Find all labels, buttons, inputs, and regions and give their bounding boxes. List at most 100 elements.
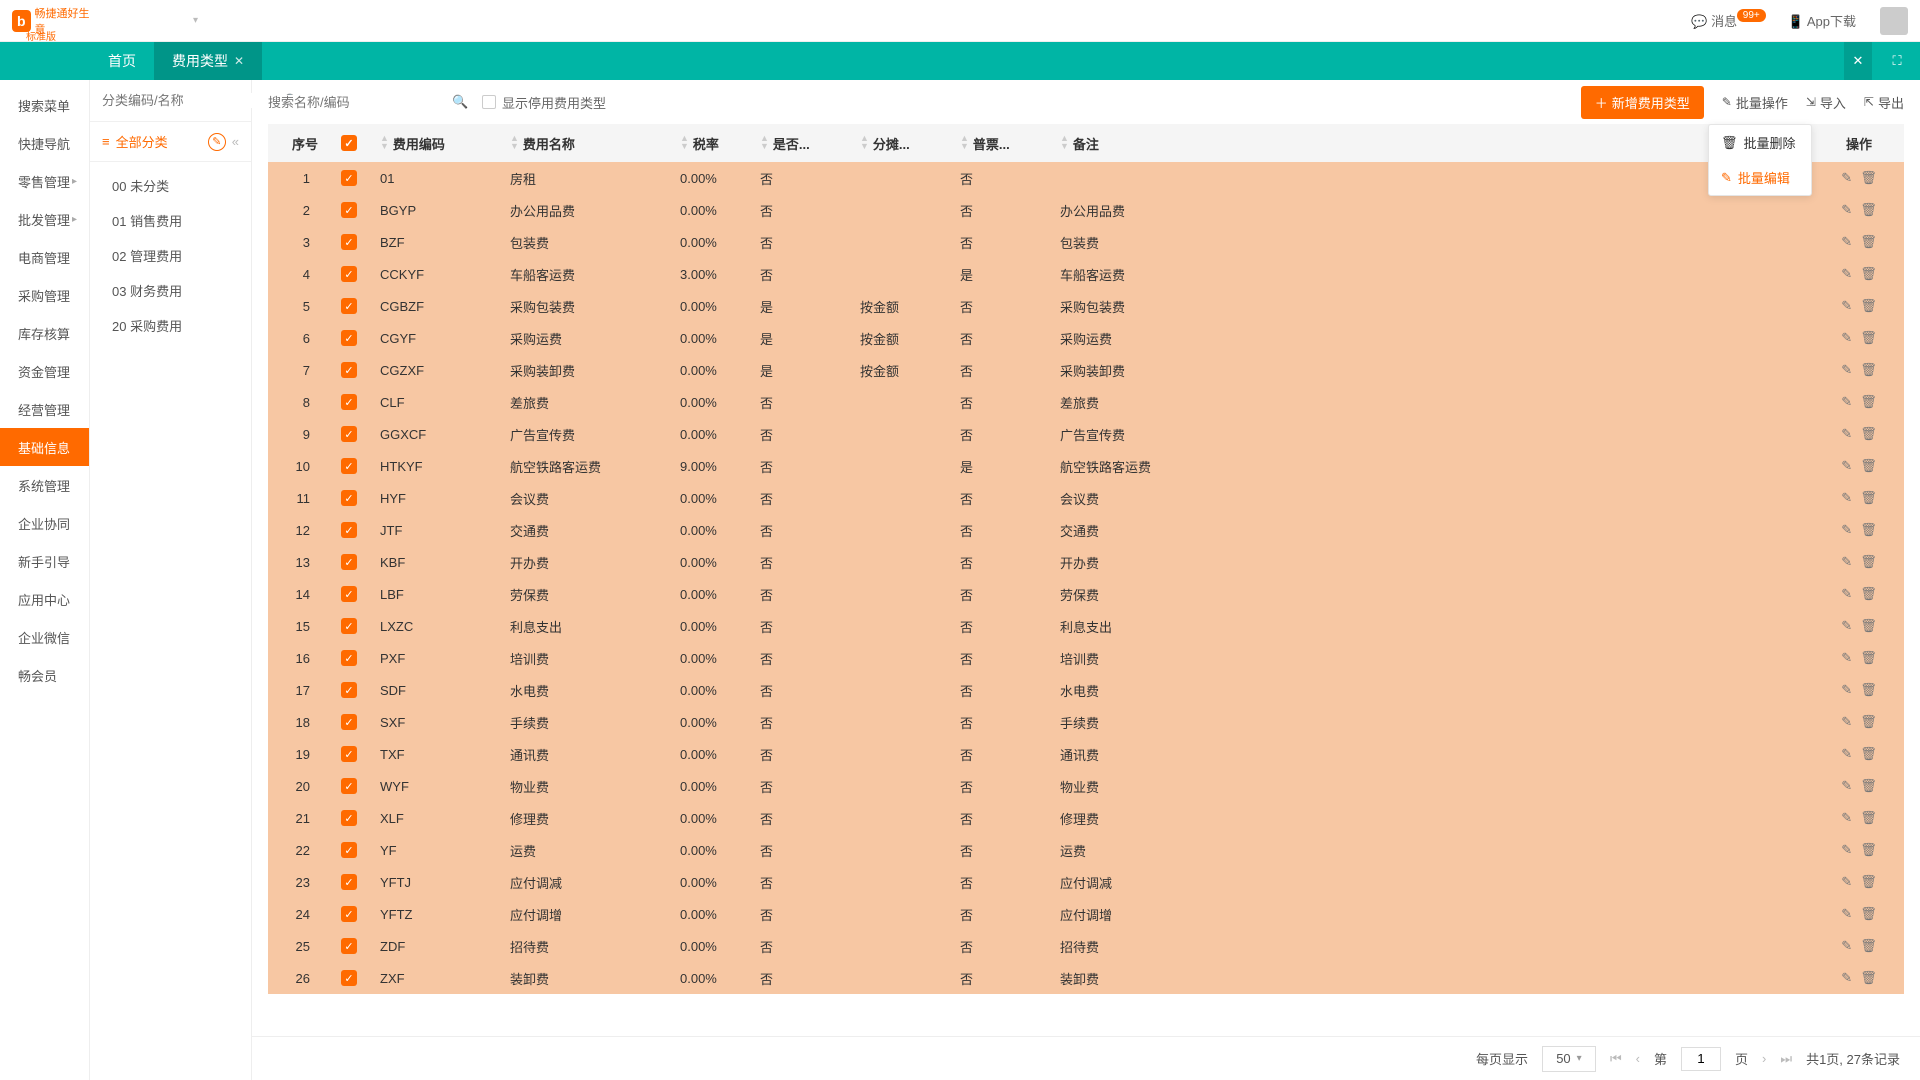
cell-check[interactable]: ✓ xyxy=(328,610,370,642)
row-delete-icon[interactable]: 🗑 xyxy=(1860,970,1877,985)
first-page-icon[interactable]: ⏮ xyxy=(1610,1051,1622,1067)
sidebar-item[interactable]: 资金管理 xyxy=(0,352,89,390)
col-rate[interactable]: ▲▼税率 xyxy=(670,124,750,162)
row-delete-icon[interactable]: 🗑 xyxy=(1860,362,1877,377)
search-icon[interactable]: 🔍 xyxy=(452,94,468,110)
category-item[interactable]: 01 销售费用 xyxy=(90,203,251,238)
row-delete-icon[interactable]: 🗑 xyxy=(1860,554,1877,569)
tab-close-all[interactable]: ✕ xyxy=(1844,42,1872,80)
col-index[interactable]: 序号 xyxy=(268,124,328,162)
row-edit-icon[interactable]: ✎ xyxy=(1841,202,1852,217)
row-delete-icon[interactable]: 🗑 xyxy=(1860,394,1877,409)
sidebar-item[interactable]: 企业微信 xyxy=(0,618,89,656)
page-input[interactable] xyxy=(1681,1047,1721,1071)
cell-check[interactable]: ✓ xyxy=(328,674,370,706)
table-row[interactable]: 3✓BZF包装费0.00%否否包装费✎🗑 xyxy=(268,226,1904,258)
row-delete-icon[interactable]: 🗑 xyxy=(1860,714,1877,729)
batch-delete[interactable]: 🗑 批量删除 xyxy=(1709,125,1811,160)
category-item[interactable]: 00 未分类 xyxy=(90,168,251,203)
checkbox-icon[interactable]: ✓ xyxy=(341,586,357,602)
cell-check[interactable]: ✓ xyxy=(328,706,370,738)
cell-check[interactable]: ✓ xyxy=(328,162,370,194)
download-link[interactable]: 📱 App下载 xyxy=(1788,11,1856,30)
checkbox-icon[interactable]: ✓ xyxy=(341,458,357,474)
next-page-icon[interactable]: › xyxy=(1762,1051,1766,1066)
table-row[interactable]: 2✓BGYP办公用品费0.00%否否办公用品费✎🗑 xyxy=(268,194,1904,226)
row-delete-icon[interactable]: 🗑 xyxy=(1860,202,1877,217)
sidebar-item[interactable]: 采购管理 xyxy=(0,276,89,314)
sidebar-item[interactable]: 库存核算 xyxy=(0,314,89,352)
checkbox-icon[interactable]: ✓ xyxy=(341,746,357,762)
checkbox-icon[interactable]: ✓ xyxy=(341,298,357,314)
add-button[interactable]: ＋ 新增费用类型 xyxy=(1581,86,1704,119)
col-is[interactable]: ▲▼是否... xyxy=(750,124,850,162)
checkbox-icon[interactable]: ✓ xyxy=(341,714,357,730)
checkbox-icon[interactable]: ✓ xyxy=(341,682,357,698)
row-edit-icon[interactable]: ✎ xyxy=(1841,394,1852,409)
table-row[interactable]: 1✓01房租0.00%否否✎🗑 xyxy=(268,162,1904,194)
row-edit-icon[interactable]: ✎ xyxy=(1841,970,1852,985)
row-edit-icon[interactable]: ✎ xyxy=(1841,298,1852,313)
table-row[interactable]: 8✓CLF差旅费0.00%否否差旅费✎🗑 xyxy=(268,386,1904,418)
row-delete-icon[interactable]: 🗑 xyxy=(1860,650,1877,665)
checkbox-icon[interactable]: ✓ xyxy=(341,330,357,346)
table-row[interactable]: 20✓WYF物业费0.00%否否物业费✎🗑 xyxy=(268,770,1904,802)
checkbox-icon[interactable]: ✓ xyxy=(341,522,357,538)
close-icon[interactable]: ✕ xyxy=(234,54,244,68)
table-row[interactable]: 12✓JTF交通费0.00%否否交通费✎🗑 xyxy=(268,514,1904,546)
last-page-icon[interactable]: ⏭ xyxy=(1780,1051,1792,1067)
batch-button[interactable]: ✎ 批量操作 xyxy=(1722,93,1788,112)
table-row[interactable]: 5✓CGBZF采购包装费0.00%是按金额否采购包装费✎🗑 xyxy=(268,290,1904,322)
checkbox-icon[interactable]: ✓ xyxy=(341,426,357,442)
row-edit-icon[interactable]: ✎ xyxy=(1841,650,1852,665)
checkbox-icon[interactable]: ✓ xyxy=(341,618,357,634)
cell-check[interactable]: ✓ xyxy=(328,450,370,482)
row-delete-icon[interactable]: 🗑 xyxy=(1860,618,1877,633)
cell-check[interactable]: ✓ xyxy=(328,418,370,450)
tab-home[interactable]: 首页 xyxy=(90,42,154,80)
row-edit-icon[interactable]: ✎ xyxy=(1841,234,1852,249)
row-delete-icon[interactable]: 🗑 xyxy=(1860,298,1877,313)
checkbox-icon[interactable]: ✓ xyxy=(341,874,357,890)
row-edit-icon[interactable]: ✎ xyxy=(1841,714,1852,729)
cell-check[interactable]: ✓ xyxy=(328,546,370,578)
row-delete-icon[interactable]: 🗑 xyxy=(1860,234,1877,249)
row-delete-icon[interactable]: 🗑 xyxy=(1860,330,1877,345)
cell-check[interactable]: ✓ xyxy=(328,898,370,930)
cell-check[interactable]: ✓ xyxy=(328,482,370,514)
row-edit-icon[interactable]: ✎ xyxy=(1841,426,1852,441)
cell-check[interactable]: ✓ xyxy=(328,802,370,834)
row-edit-icon[interactable]: ✎ xyxy=(1841,906,1852,921)
table-row[interactable]: 7✓CGZXF采购装卸费0.00%是按金额否采购装卸费✎🗑 xyxy=(268,354,1904,386)
category-item[interactable]: 03 财务费用 xyxy=(90,273,251,308)
row-delete-icon[interactable]: 🗑 xyxy=(1860,746,1877,761)
row-delete-icon[interactable]: 🗑 xyxy=(1860,874,1877,889)
col-bill[interactable]: ▲▼普票... xyxy=(950,124,1050,162)
cell-check[interactable]: ✓ xyxy=(328,770,370,802)
cell-check[interactable]: ✓ xyxy=(328,226,370,258)
table-row[interactable]: 16✓PXF培训费0.00%否否培训费✎🗑 xyxy=(268,642,1904,674)
table-row[interactable]: 23✓YFTJ应付调减0.00%否否应付调减✎🗑 xyxy=(268,866,1904,898)
cell-check[interactable]: ✓ xyxy=(328,866,370,898)
row-edit-icon[interactable]: ✎ xyxy=(1841,330,1852,345)
sidebar-item[interactable]: 新手引导 xyxy=(0,542,89,580)
row-delete-icon[interactable]: 🗑 xyxy=(1860,266,1877,281)
table-row[interactable]: 17✓SDF水电费0.00%否否水电费✎🗑 xyxy=(268,674,1904,706)
import-button[interactable]: ⇲ 导入 xyxy=(1806,93,1846,112)
sidebar-item[interactable]: 快捷导航 xyxy=(0,124,89,162)
row-edit-icon[interactable]: ✎ xyxy=(1841,170,1852,185)
category-item[interactable]: 02 管理费用 xyxy=(90,238,251,273)
sidebar-item[interactable]: 应用中心 xyxy=(0,580,89,618)
table-row[interactable]: 26✓ZXF装卸费0.00%否否装卸费✎🗑 xyxy=(268,962,1904,994)
cell-check[interactable]: ✓ xyxy=(328,386,370,418)
checkbox-all-icon[interactable]: ✓ xyxy=(341,135,357,151)
row-edit-icon[interactable]: ✎ xyxy=(1841,522,1852,537)
checkbox-icon[interactable]: ✓ xyxy=(341,202,357,218)
col-check[interactable]: ✓ xyxy=(328,124,370,162)
sidebar-item[interactable]: 系统管理 xyxy=(0,466,89,504)
table-row[interactable]: 22✓YF运费0.00%否否运费✎🗑 xyxy=(268,834,1904,866)
cell-check[interactable]: ✓ xyxy=(328,194,370,226)
batch-edit[interactable]: ✎ 批量编辑 xyxy=(1709,160,1811,195)
row-edit-icon[interactable]: ✎ xyxy=(1841,458,1852,473)
row-delete-icon[interactable]: 🗑 xyxy=(1860,906,1877,921)
